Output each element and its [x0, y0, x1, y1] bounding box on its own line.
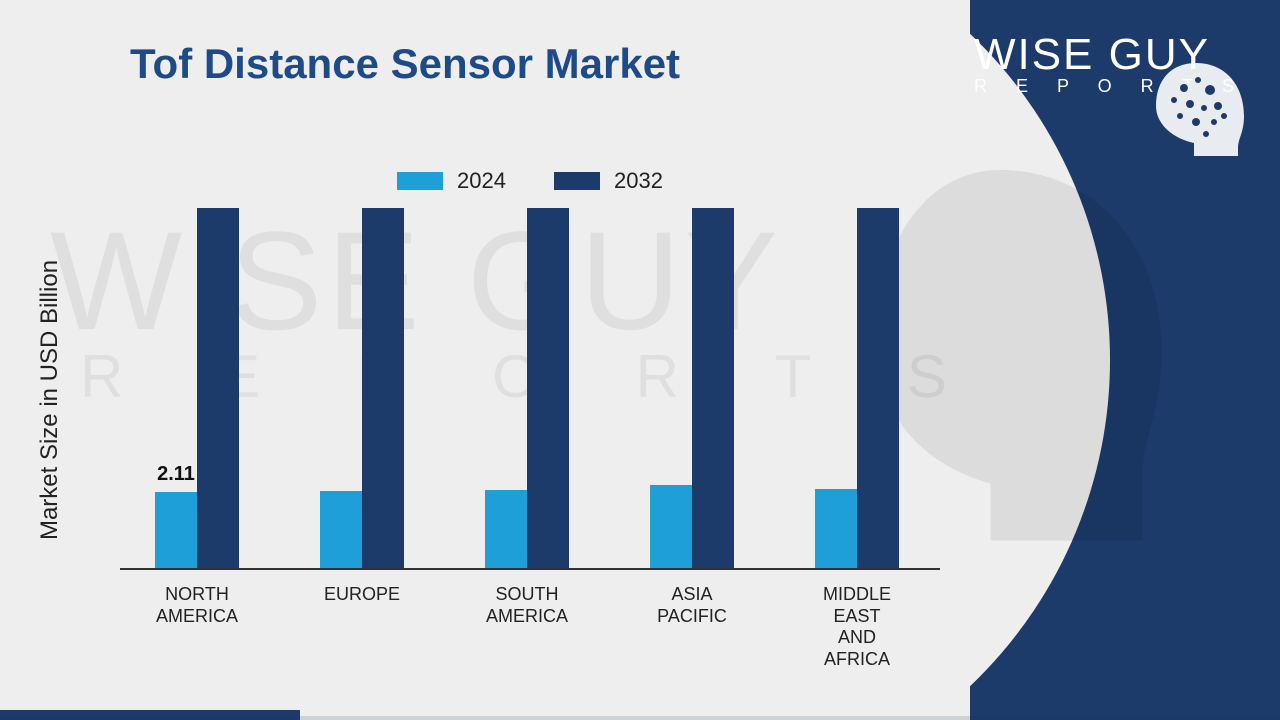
- bar: [320, 491, 362, 568]
- brand-logo: WISE GUY R E P O R T S: [974, 30, 1246, 97]
- category-label: EUROPE: [282, 584, 442, 606]
- bar: [362, 208, 404, 568]
- bar: [650, 485, 692, 568]
- category-label: SOUTHAMERICA: [447, 584, 607, 627]
- legend-item: 2032: [554, 168, 663, 194]
- chart-stage: WISE GUY R E P O R T S Tof Distance Sens…: [0, 0, 1280, 720]
- plot-area: NORTHAMERICAEUROPESOUTHAMERICAASIAPACIFI…: [120, 210, 940, 570]
- legend-item: 2024: [397, 168, 506, 194]
- chart-title: Tof Distance Sensor Market: [130, 40, 680, 88]
- bar: [692, 208, 734, 568]
- bar: [857, 208, 899, 568]
- bar: [485, 490, 527, 568]
- category-label: ASIAPACIFIC: [612, 584, 772, 627]
- legend-swatch: [397, 172, 443, 190]
- legend-swatch: [554, 172, 600, 190]
- category-label: NORTHAMERICA: [117, 584, 277, 627]
- bar: [527, 208, 569, 568]
- y-axis-label: Market Size in USD Billion: [36, 260, 64, 540]
- legend-label: 2024: [457, 168, 506, 194]
- brand-head-icon: [1136, 58, 1256, 158]
- value-label: 2.11: [157, 463, 195, 486]
- bar: [155, 492, 197, 568]
- category-label: MIDDLEEASTANDAFRICA: [777, 584, 937, 670]
- bar: [197, 208, 239, 568]
- bar: [815, 489, 857, 568]
- legend: 2024 2032: [0, 168, 1060, 196]
- legend-label: 2032: [614, 168, 663, 194]
- footer-accent-light: [0, 716, 1280, 720]
